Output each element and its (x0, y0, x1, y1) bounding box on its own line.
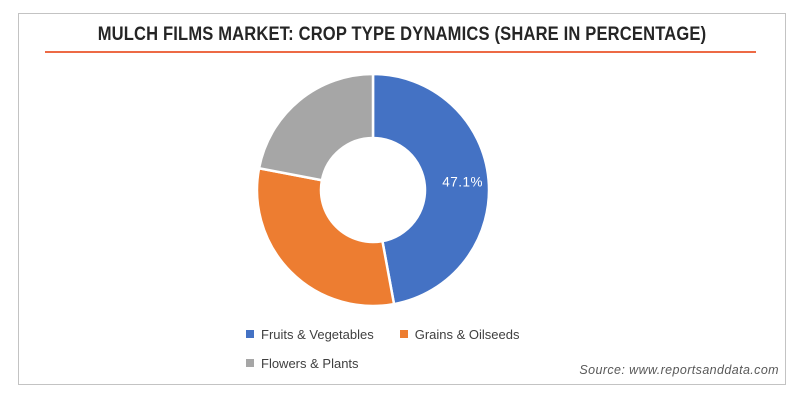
donut-slice-grains-oilseeds (255, 167, 396, 308)
title-underline (45, 51, 756, 53)
chart-title: MULCH FILMS MARKET: CROP TYPE DYNAMICS (… (97, 24, 707, 45)
legend: Fruits & Vegetables Grains & Oilseeds Fl… (246, 326, 520, 371)
donut-slice-flowers-plants (257, 72, 375, 182)
legend-row: Fruits & Vegetables Grains & Oilseeds (246, 326, 520, 342)
legend-item-flowers-plants: Flowers & Plants (246, 355, 359, 371)
legend-swatch-icon (399, 330, 408, 338)
legend-item-grains-oilseeds: Grains & Oilseeds (399, 326, 520, 342)
legend-label: Fruits & Vegetables (261, 326, 374, 342)
legend-swatch-icon (246, 359, 254, 367)
legend-row: Flowers & Plants (246, 355, 520, 371)
source-credit: Source: www.reportsanddata.com (579, 363, 779, 377)
legend-label: Flowers & Plants (261, 355, 359, 371)
legend-item-fruits-vegetables: Fruits & Vegetables (246, 326, 374, 342)
slice-data-label: 47.1% (442, 174, 483, 189)
donut-chart: 47.1% (255, 72, 491, 308)
chart-frame: MULCH FILMS MARKET: CROP TYPE DYNAMICS (… (18, 13, 786, 385)
donut-slice-fruits-vegetables (371, 72, 491, 306)
legend-label: Grains & Oilseeds (414, 326, 520, 342)
legend-swatch-icon (246, 330, 254, 338)
